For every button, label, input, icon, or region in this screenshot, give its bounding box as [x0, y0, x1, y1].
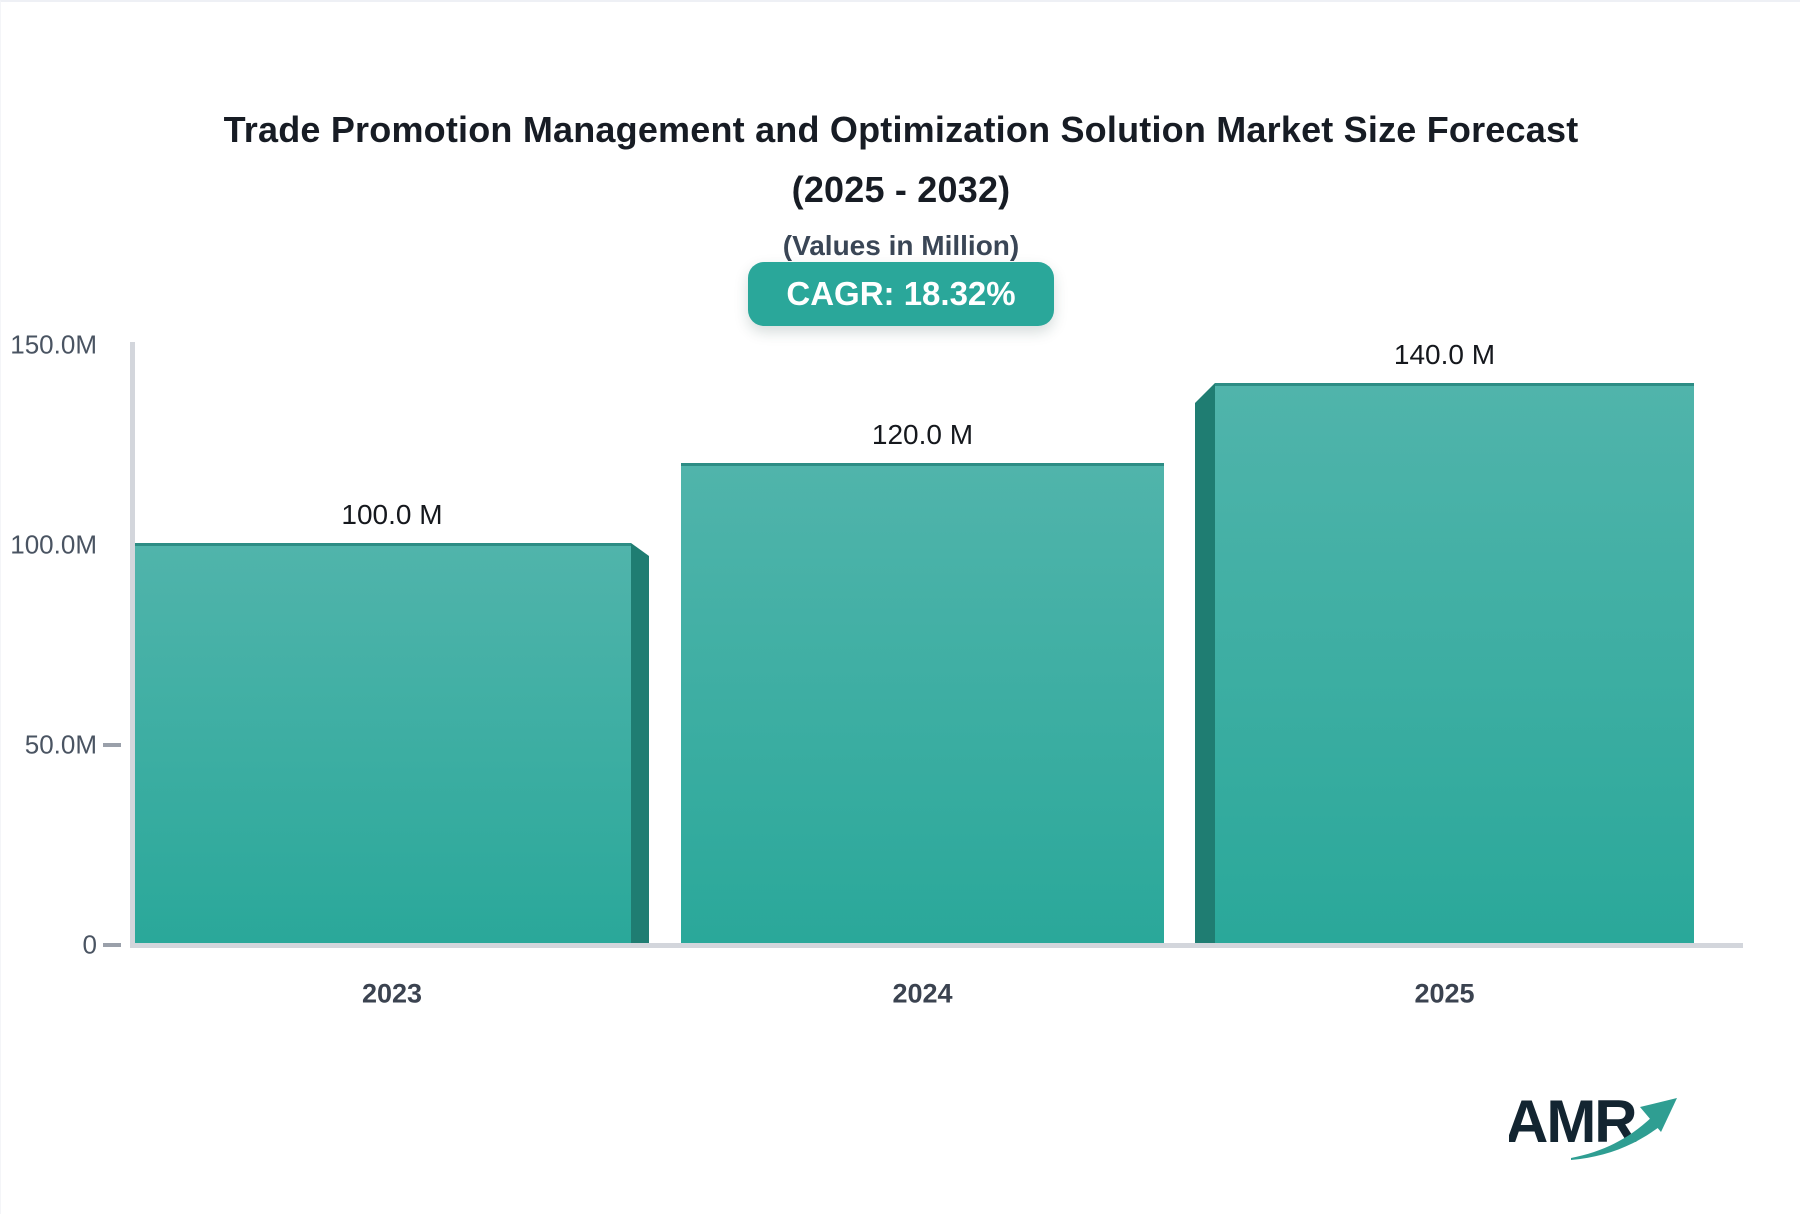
bar-value-label: 140.0 M: [1393, 339, 1496, 370]
bar-2024[interactable]: [681, 463, 1164, 943]
chart-subtitle: (Values in Million): [782, 230, 1020, 261]
x-axis-category-label: 2025: [1414, 978, 1475, 1009]
amr-logo: AMR: [1509, 1088, 1677, 1160]
chart-header: Trade Promotion Management and Optimizat…: [1, 100, 1800, 326]
bar-2023-side-face: [631, 543, 649, 943]
bar-2025-side-face: [1195, 383, 1215, 943]
y-axis-tick-label: 100.0M: [10, 529, 97, 560]
y-axis-tick-mark: [103, 943, 121, 947]
y-axis-tick-label: 0: [82, 929, 97, 960]
amr-logo-arrow-icon: [1571, 1098, 1677, 1160]
x-axis-category-label: 2024: [892, 978, 953, 1009]
y-axis-tick-mark: [103, 743, 121, 747]
bar-2025[interactable]: [1215, 383, 1694, 943]
y-axis-tick-label: 50.0M: [24, 729, 97, 760]
chart-title-line1: Trade Promotion Management and Optimizat…: [223, 109, 1579, 150]
x-axis-line: [130, 943, 1743, 948]
bar-value-label: 100.0 M: [341, 499, 443, 530]
bar-2023[interactable]: [135, 543, 631, 943]
x-axis-category-label: 2023: [361, 978, 423, 1009]
bar-value-label: 120.0 M: [871, 419, 974, 450]
cagr-badge: CAGR: 18.32%: [748, 262, 1054, 326]
chart-title-line2: (2025 - 2032): [791, 169, 1011, 210]
y-axis-tick-label: 150.0M: [10, 329, 97, 360]
y-axis-line: [130, 342, 135, 948]
